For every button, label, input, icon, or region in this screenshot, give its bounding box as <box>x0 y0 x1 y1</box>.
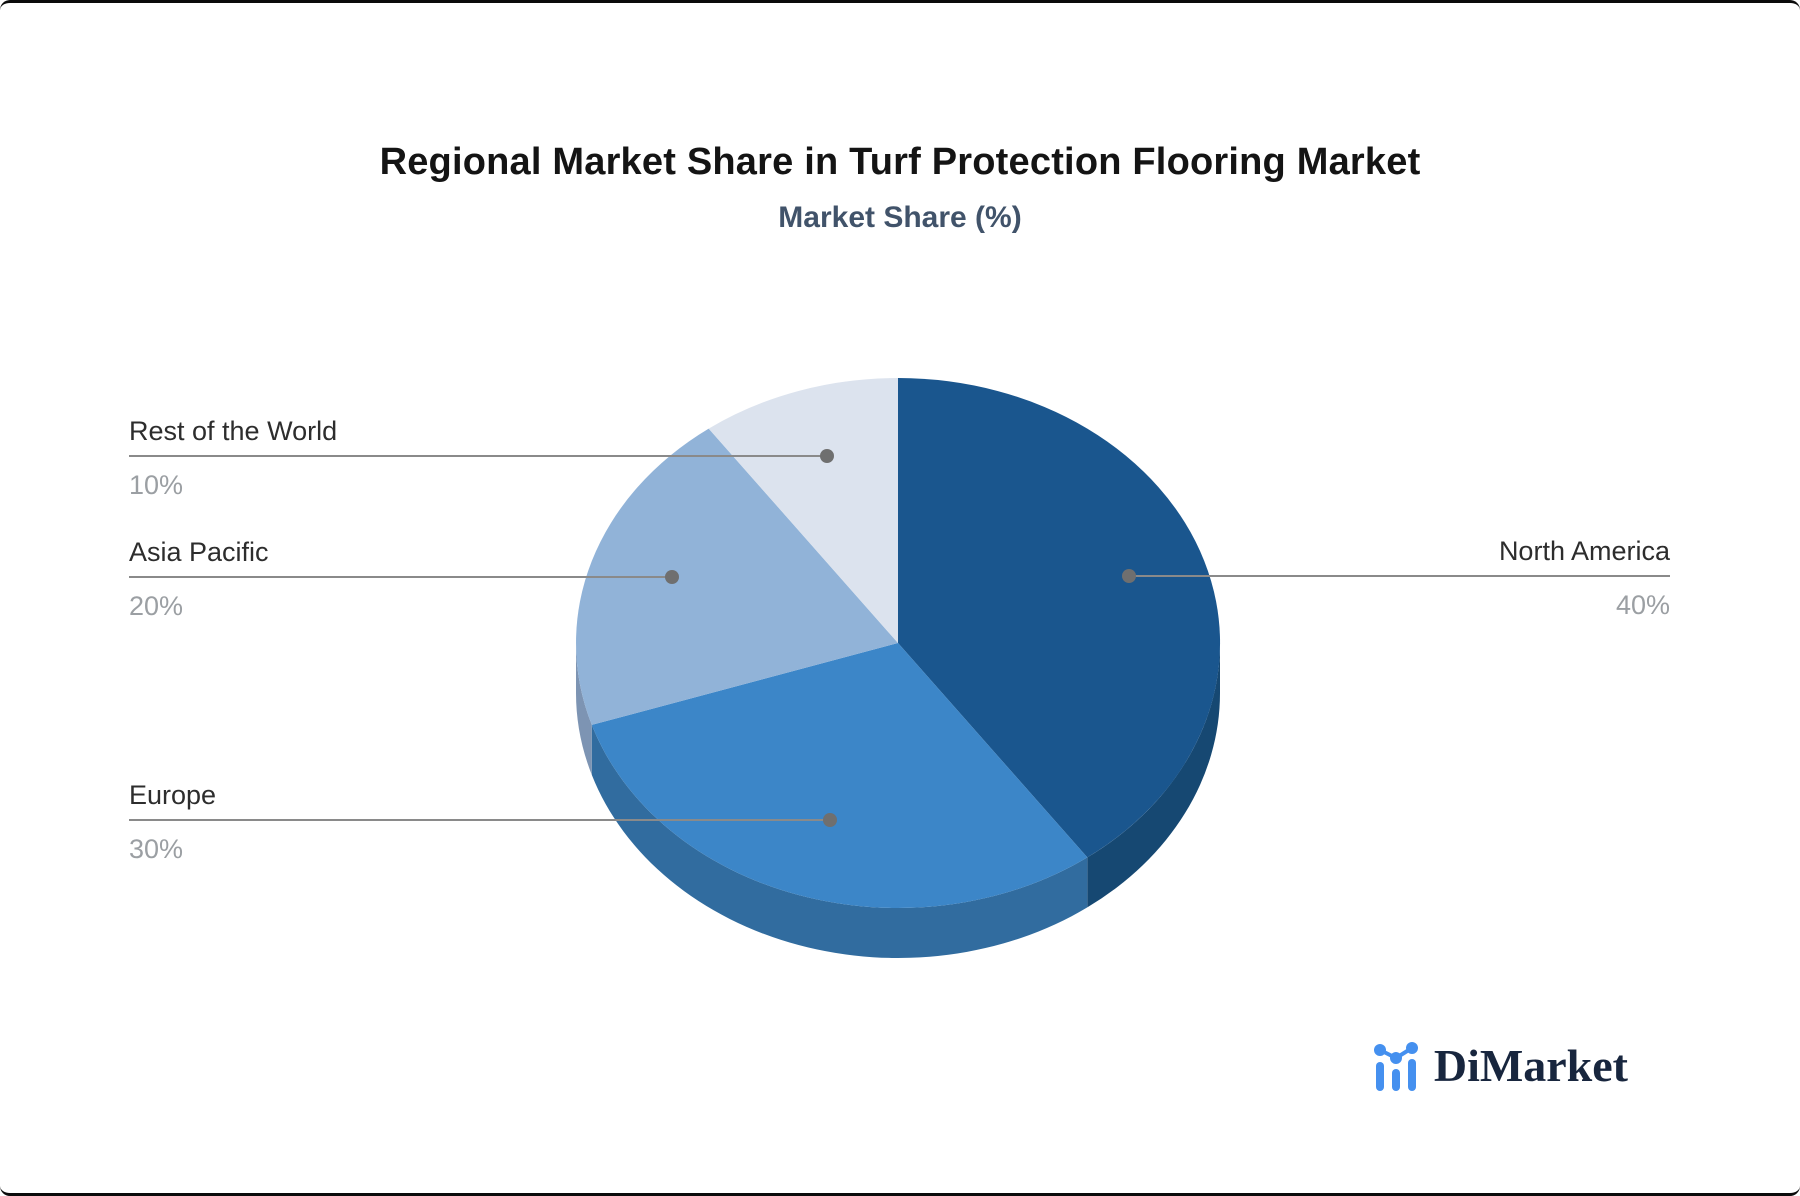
pie-slice-north-america[interactable] <box>898 378 1221 858</box>
chart-subtitle: Market Share (%) <box>778 201 1022 234</box>
pie-slice-asia-pacific[interactable] <box>576 428 898 725</box>
pie-slice-side-north-america <box>1087 643 1220 908</box>
leader-north-america-dot <box>1122 569 1136 583</box>
chart-title: Regional Market Share in Turf Protection… <box>379 141 1421 183</box>
pie-chart <box>129 378 1670 959</box>
slice-value: 30% <box>129 834 184 864</box>
trend-dot <box>1389 1051 1402 1064</box>
pie-slice-europe[interactable] <box>591 643 1088 909</box>
slice-label: Europe <box>129 780 217 810</box>
pie-slice-rest-of-the-world[interactable] <box>708 378 898 643</box>
bar <box>1391 1068 1400 1091</box>
trend-dot <box>1373 1043 1386 1056</box>
slice-label: Asia Pacific <box>129 537 269 567</box>
slice-value: 40% <box>1615 590 1670 620</box>
bar-chart-trend-icon <box>1373 1041 1418 1091</box>
bar <box>1407 1058 1416 1091</box>
trend-dot <box>1405 1041 1418 1054</box>
bar <box>1375 1061 1384 1091</box>
slice-value: 10% <box>129 470 184 500</box>
logo-text: DiMarket <box>1433 1040 1628 1091</box>
slice-label: North America <box>1498 536 1670 566</box>
pie-slice-side-asia-pacific <box>576 643 592 775</box>
leader-asia-pacific-dot <box>665 570 679 584</box>
pie-slice-side-europe <box>591 724 1088 959</box>
slice-value: 20% <box>129 591 184 621</box>
leader-rest-of-the-world-dot <box>820 449 834 463</box>
leader-europe-dot <box>823 813 837 827</box>
logo: DiMarket <box>1372 1039 1628 1092</box>
slice-label: Rest of the World <box>129 416 338 446</box>
